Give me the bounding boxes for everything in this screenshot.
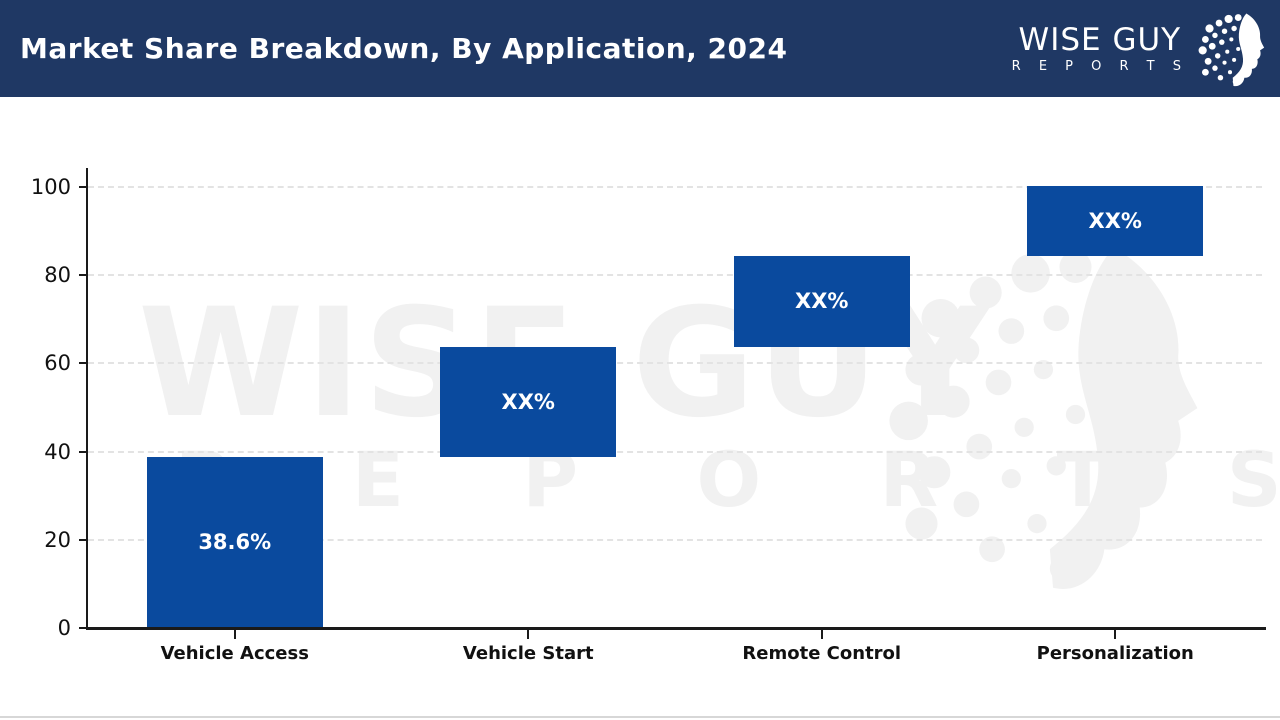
- logo-subtext: R E P O R T S: [1011, 58, 1188, 74]
- x-category-label: Vehicle Start: [462, 643, 594, 664]
- x-tick: [1114, 630, 1117, 639]
- bar-value-label: XX%: [795, 289, 849, 314]
- y-axis-line: [86, 168, 88, 630]
- footer-divider: [0, 716, 1280, 718]
- bar-remote-control: XX%: [733, 256, 910, 347]
- x-category-label: Personalization: [1036, 643, 1194, 664]
- y-tick-label: 20: [44, 527, 71, 552]
- y-tick: [79, 627, 88, 629]
- logo-wordmark: WISE GUY R E P O R T S: [1011, 21, 1188, 74]
- bar-value-label: XX%: [501, 389, 555, 414]
- y-tick: [79, 274, 88, 277]
- watermark-head-icon: [889, 247, 1198, 589]
- bar-value-label: XX%: [1088, 209, 1142, 234]
- y-tick-label: 80: [44, 263, 71, 288]
- x-category-label: Remote Control: [742, 643, 902, 664]
- y-tick-label: 0: [57, 616, 71, 640]
- page-title: Market Share Breakdown, By Application, …: [20, 32, 788, 65]
- y-tick: [79, 450, 88, 453]
- bar-value-label: 38.6%: [198, 529, 272, 554]
- y-tick: [79, 538, 88, 541]
- x-tick: [233, 630, 236, 639]
- brand-logo: WISE GUY R E P O R T S: [1012, 8, 1266, 90]
- gridline: [88, 538, 1262, 541]
- y-tick-label: 40: [44, 439, 71, 464]
- bar-personalization: XX%: [1027, 186, 1204, 257]
- y-tick: [79, 186, 88, 188]
- gridline: [88, 450, 1262, 453]
- y-tick-label: 100: [30, 175, 71, 199]
- y-tick: [79, 362, 88, 365]
- logo-head-icon: [1198, 12, 1265, 86]
- gridline: [88, 362, 1262, 365]
- waterfall-chart: 0 20 40 60 80 100 38.6% Vehicle Access XX% Vehicl…: [0, 97, 1280, 717]
- logo-wordmark-text: WISE GUY: [1018, 21, 1182, 58]
- y-tick-label: 60: [44, 351, 71, 376]
- bar-vehicle-start: XX%: [440, 346, 617, 457]
- gridline: [88, 186, 1262, 188]
- bar-vehicle-access: 38.6%: [146, 456, 323, 627]
- gridline: [88, 274, 1262, 277]
- x-tick: [820, 630, 823, 639]
- x-tick: [527, 630, 530, 639]
- x-axis-line: [86, 627, 1266, 630]
- app-header: Market Share Breakdown, By Application, …: [0, 0, 1280, 97]
- x-category-label: Vehicle Access: [160, 643, 309, 664]
